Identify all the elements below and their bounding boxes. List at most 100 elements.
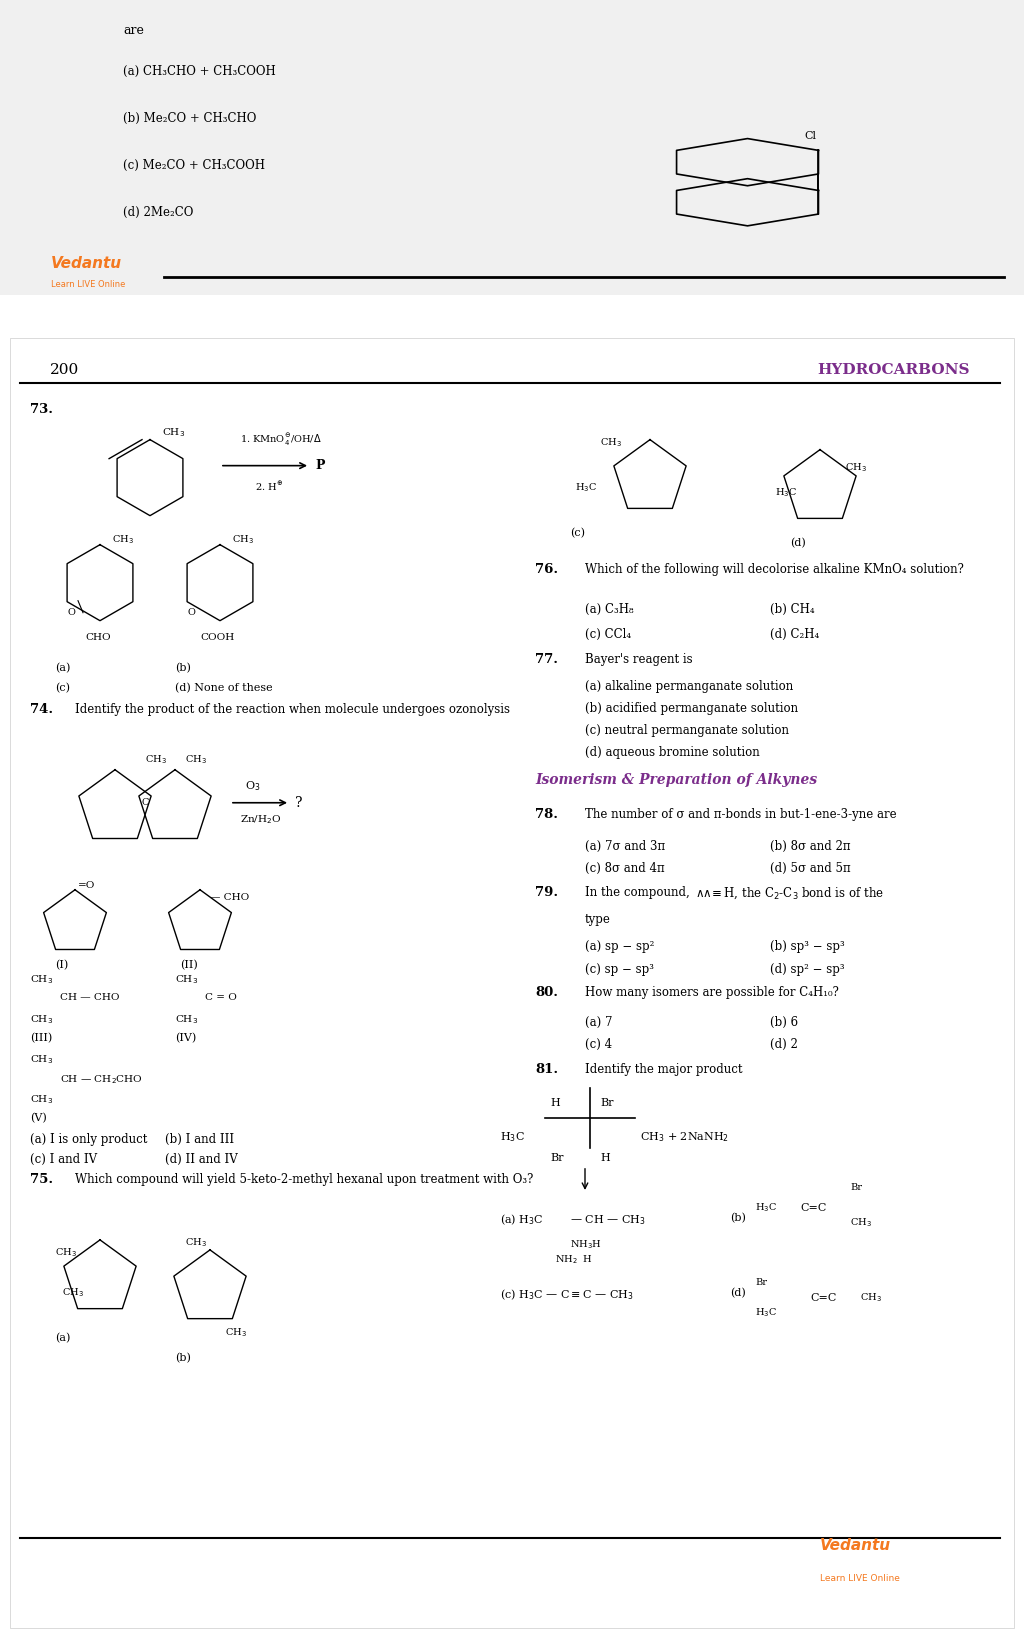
Text: (a) 7σ and 3π: (a) 7σ and 3π: [585, 840, 666, 853]
Text: $\wedge\!\!\wedge\!\!\equiv$H, the C$_2$-C$_3$ bond is of the: $\wedge\!\!\wedge\!\!\equiv$H, the C$_2$…: [695, 886, 884, 901]
FancyBboxPatch shape: [10, 337, 1014, 1628]
Text: In the compound,: In the compound,: [585, 886, 690, 899]
Text: (a) C₃H₈: (a) C₃H₈: [585, 603, 634, 616]
Text: — CHO: — CHO: [210, 893, 249, 903]
Text: 2. H$^{\oplus}$: 2. H$^{\oplus}$: [255, 480, 283, 493]
Text: 80.: 80.: [535, 986, 558, 999]
Text: (b) CH₄: (b) CH₄: [770, 603, 815, 616]
Text: 75.: 75.: [30, 1173, 53, 1186]
Text: CH$_3$: CH$_3$: [112, 534, 134, 545]
Text: 74.: 74.: [30, 703, 53, 716]
Text: (c) 4: (c) 4: [585, 1038, 612, 1052]
Text: CH$_3$: CH$_3$: [30, 1053, 53, 1066]
Text: CH$_3$: CH$_3$: [850, 1217, 871, 1228]
Text: P: P: [315, 459, 325, 472]
Text: Learn LIVE Online: Learn LIVE Online: [820, 1574, 900, 1582]
Text: CH$_3$: CH$_3$: [232, 534, 254, 545]
Text: (III): (III): [30, 1034, 52, 1043]
Text: (c) I and IV: (c) I and IV: [30, 1153, 97, 1166]
Text: H: H: [550, 1097, 560, 1107]
Text: 73.: 73.: [30, 403, 53, 416]
Text: (b): (b): [730, 1212, 745, 1224]
Text: (d) None of these: (d) None of these: [175, 683, 272, 693]
Text: H: H: [600, 1153, 609, 1163]
Text: (a) 7: (a) 7: [585, 1016, 612, 1029]
Text: H$_3$C: H$_3$C: [575, 482, 597, 495]
Text: (V): (V): [30, 1112, 47, 1124]
Text: 1. KMnO$_4^{\ominus}$/OH/$\Delta$: 1. KMnO$_4^{\ominus}$/OH/$\Delta$: [240, 431, 322, 447]
Text: (d) sp² − sp³: (d) sp² − sp³: [770, 963, 845, 976]
Text: (b) 6: (b) 6: [770, 1016, 798, 1029]
Text: Br: Br: [755, 1278, 767, 1287]
Text: (d): (d): [730, 1287, 745, 1299]
Text: Br: Br: [550, 1153, 563, 1163]
Text: H$_3$C: H$_3$C: [500, 1130, 525, 1143]
Text: (d) C₂H₄: (d) C₂H₄: [770, 627, 819, 640]
Text: Vedantu: Vedantu: [820, 1538, 891, 1553]
Text: H$_3$C: H$_3$C: [755, 1201, 777, 1214]
Text: (a) CH₃CHO + CH₃COOH: (a) CH₃CHO + CH₃COOH: [123, 66, 275, 79]
Text: CH$_3$: CH$_3$: [225, 1327, 247, 1340]
Text: CH$_3$: CH$_3$: [185, 753, 207, 767]
Text: (I): (I): [55, 960, 69, 970]
FancyBboxPatch shape: [0, 0, 1024, 295]
Text: (a) I is only product: (a) I is only product: [30, 1133, 147, 1147]
Text: How many isomers are possible for C₄H₁₀?: How many isomers are possible for C₄H₁₀?: [585, 986, 839, 999]
Text: (b) 8σ and 2π: (b) 8σ and 2π: [770, 840, 851, 853]
Text: CH$_3$: CH$_3$: [62, 1286, 84, 1299]
Text: NH$_2$  H: NH$_2$ H: [555, 1253, 593, 1266]
Text: (a) H$_3$C: (a) H$_3$C: [500, 1212, 544, 1227]
Text: CH$_3$: CH$_3$: [30, 1012, 53, 1025]
Text: CH$_3$: CH$_3$: [30, 1093, 53, 1106]
Text: (b) sp³ − sp³: (b) sp³ − sp³: [770, 940, 845, 953]
Text: 200: 200: [50, 362, 79, 377]
Text: (b): (b): [175, 663, 190, 673]
Text: COOH: COOH: [200, 634, 234, 642]
Text: Isomerism & Preparation of Alkynes: Isomerism & Preparation of Alkynes: [535, 773, 817, 786]
Text: 79.: 79.: [535, 886, 558, 899]
Text: C=C: C=C: [800, 1202, 826, 1212]
Text: — CH — CH$_3$: — CH — CH$_3$: [570, 1212, 646, 1227]
Text: CH$_3$: CH$_3$: [175, 1012, 199, 1025]
Text: CH$_3$: CH$_3$: [175, 973, 199, 986]
Text: CH$_3$ + 2NaNH$_2$: CH$_3$ + 2NaNH$_2$: [640, 1130, 729, 1143]
Text: are: are: [123, 23, 143, 36]
Text: NH$_3$H: NH$_3$H: [570, 1238, 602, 1251]
Text: O: O: [188, 608, 196, 618]
Text: (d): (d): [790, 537, 806, 549]
Text: C=C: C=C: [810, 1292, 837, 1302]
Text: CHO: CHO: [85, 634, 111, 642]
Text: (d) 2: (d) 2: [770, 1038, 798, 1052]
Text: CH$_3$: CH$_3$: [845, 462, 867, 473]
Text: CH — CHO: CH — CHO: [60, 993, 120, 1002]
Text: Identify the major product: Identify the major product: [585, 1063, 742, 1076]
Text: CH$_3$: CH$_3$: [30, 973, 53, 986]
Text: Zn/H$_2$O: Zn/H$_2$O: [240, 814, 282, 826]
Text: 78.: 78.: [535, 808, 558, 821]
Text: (IV): (IV): [175, 1034, 197, 1043]
Text: 77.: 77.: [535, 652, 558, 665]
Text: Which compound will yield 5-keto-2-methyl hexanal upon treatment with O₃?: Which compound will yield 5-keto-2-methy…: [75, 1173, 534, 1186]
Text: (c) H$_3$C — C$\equiv$C — CH$_3$: (c) H$_3$C — C$\equiv$C — CH$_3$: [500, 1287, 634, 1302]
Text: HYDROCARBONS: HYDROCARBONS: [817, 362, 970, 377]
Text: (d) 2Me₂CO: (d) 2Me₂CO: [123, 206, 194, 219]
Text: H$_3$C: H$_3$C: [775, 486, 797, 500]
Text: (a) sp − sp²: (a) sp − sp²: [585, 940, 654, 953]
Text: (b) acidified permanganate solution: (b) acidified permanganate solution: [585, 701, 798, 714]
Text: ?: ?: [295, 796, 302, 809]
Text: Identify the product of the reaction when molecule undergoes ozonolysis: Identify the product of the reaction whe…: [75, 703, 510, 716]
Text: type: type: [585, 912, 611, 925]
Text: (c): (c): [55, 683, 70, 693]
Text: CH$_3$: CH$_3$: [162, 426, 185, 439]
Text: (b): (b): [175, 1353, 190, 1363]
Text: (b) I and III: (b) I and III: [165, 1133, 234, 1147]
Text: (II): (II): [180, 960, 198, 970]
Text: (c) 8σ and 4π: (c) 8σ and 4π: [585, 862, 665, 875]
Text: CH$_3$: CH$_3$: [145, 753, 167, 767]
Text: Learn LIVE Online: Learn LIVE Online: [51, 280, 126, 288]
Text: Br: Br: [850, 1183, 862, 1192]
Text: 76.: 76.: [535, 563, 558, 575]
Text: (a): (a): [55, 663, 71, 673]
Text: C: C: [142, 798, 150, 808]
Text: (c) neutral permanganate solution: (c) neutral permanganate solution: [585, 724, 790, 737]
